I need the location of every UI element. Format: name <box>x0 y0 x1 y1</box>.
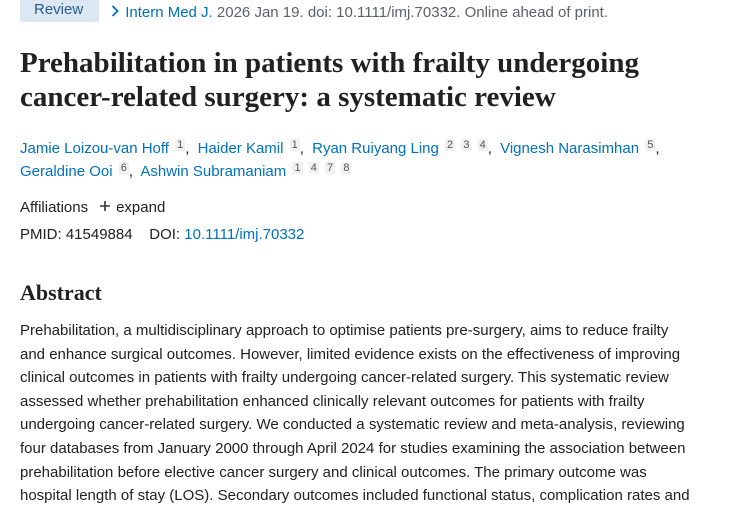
author-name[interactable]: Geraldine Ooi <box>20 163 113 180</box>
abstract-line: hospital length of stay (LOS). Secondary… <box>20 487 690 505</box>
citation-bar: Review Intern Med J. 2026 Jan 19. doi: 10… <box>20 0 608 24</box>
author: Ashwin Subramaniam 1 4 7 8 <box>140 162 352 180</box>
abstract-line: prehabilitation before elective cancer s… <box>20 463 647 481</box>
doi-link[interactable]: 10.1111/imj.70332 <box>184 226 305 243</box>
doi-label: DOI: <box>149 226 181 243</box>
affiliation-ref[interactable]: 7 <box>325 162 336 174</box>
author: Haider Kamil 1, <box>197 139 304 157</box>
abstract-line: Prehabilitation, a multidisciplinary app… <box>20 322 669 339</box>
separator: , <box>299 140 304 157</box>
abstract-line: and enhance surgical outcomes. However, … <box>20 345 681 363</box>
abstract-line: assessed whether prehabilitation enhance… <box>20 392 645 410</box>
author-name[interactable]: Vignesh Narasimhan <box>500 140 640 157</box>
affiliation-ref[interactable]: 2 <box>445 139 456 151</box>
affiliation-ref[interactable]: 8 <box>341 162 352 174</box>
author-list: Jamie Loizou-van Hoff 1, Haider Kamil 1,… <box>20 137 680 183</box>
abstract-text: Prehabilitation, a multidisciplinary app… <box>20 319 690 508</box>
article-title: Prehabilitation in patients with frailty… <box>20 46 639 114</box>
affiliation-ref[interactable]: 5 <box>645 139 656 151</box>
author-name[interactable]: Haider Kamil <box>197 140 284 157</box>
affiliations-row: Affiliations expand <box>20 199 165 216</box>
author: Ryan Ruiyang Ling 2 3 4, <box>312 139 492 157</box>
affiliation-ref[interactable]: 1 <box>289 139 300 151</box>
citation-details: 2026 Jan 19. doi: 10.1111/imj.70332. Onl… <box>216 3 609 21</box>
author: Vignesh Narasimhan 5, <box>500 139 660 157</box>
title-line: Prehabilitation in patients with frailty… <box>20 47 639 79</box>
identifiers: PMID: 41549884 DOI: 10.1111/imj.70332 <box>20 226 304 243</box>
affiliations-label: Affiliations <box>20 199 89 216</box>
pmid-value: 41549884 <box>65 226 133 243</box>
author: Geraldine Ooi 6, <box>20 162 134 180</box>
affiliation-ref[interactable]: 6 <box>118 162 129 174</box>
abstract-heading: Abstract <box>20 280 102 306</box>
journal-link[interactable]: Intern Med J. <box>125 3 213 21</box>
separator: , <box>128 163 134 180</box>
affiliation-ref[interactable]: 4 <box>477 139 488 151</box>
pmid-label: PMID: <box>20 226 62 243</box>
author-name[interactable]: Ryan Ruiyang Ling <box>312 140 439 157</box>
plus-icon <box>99 199 111 216</box>
separator: , <box>487 140 492 157</box>
chevron-icon <box>111 4 119 21</box>
author-name[interactable]: Ashwin Subramaniam <box>140 163 287 180</box>
separator: , <box>185 140 190 157</box>
expand-toggle[interactable]: expand <box>116 199 166 216</box>
abstract-line: undergoing cancer-related surgery. We co… <box>20 416 685 434</box>
author: Jamie Loizou-van Hoff 1, <box>20 139 190 157</box>
abstract-line: clinical outcomes in patients with frail… <box>20 369 669 387</box>
abstract-line: four databases from January 2000 through… <box>20 439 686 457</box>
affiliation-ref[interactable]: 1 <box>175 139 186 151</box>
affiliation-ref[interactable]: 3 <box>461 139 472 151</box>
affiliation-ref[interactable]: 1 <box>292 162 303 174</box>
abstract-title: Abstract <box>20 280 102 305</box>
title-line: cancer-related surgery: a systematic rev… <box>20 81 556 113</box>
separator: , <box>655 140 660 157</box>
author-name[interactable]: Jamie Loizou-van Hoff <box>20 140 169 157</box>
affiliation-ref[interactable]: 4 <box>308 162 319 174</box>
article-type-badge[interactable]: Review <box>20 0 100 22</box>
